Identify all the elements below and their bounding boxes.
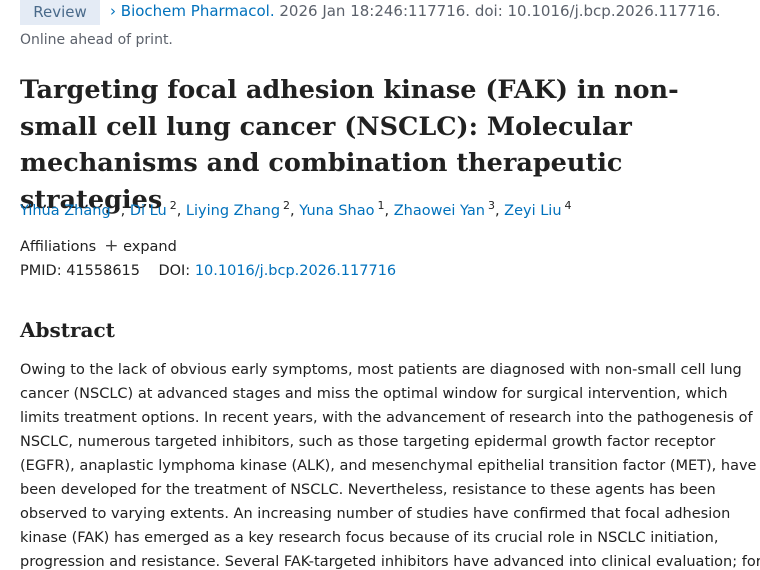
separator: , xyxy=(120,202,126,219)
affiliation-number: 2 xyxy=(169,199,177,212)
abstract-text: Owing to the lack of obvious early sympt… xyxy=(20,358,760,570)
pmid-label: PMID: xyxy=(20,263,62,279)
abstract-line: Owing to the lack of obvious early sympt… xyxy=(20,362,742,378)
abstract-line: progression and resistance. Several FAK-… xyxy=(20,554,760,570)
author-link[interactable]: Liying Zhang xyxy=(185,202,281,219)
citation-text: 2026 Jan 18:246:117716. doi: 10.1016/j.b… xyxy=(279,2,721,20)
separator: , xyxy=(176,202,182,219)
affiliation-number: 1 xyxy=(113,199,121,212)
author-link[interactable]: Yuna Shao xyxy=(299,202,375,219)
status: Online ahead of print. xyxy=(20,32,173,48)
affiliations-label: Affiliations xyxy=(20,239,97,255)
citation: › Biochem Pharmacol. 2026 Jan 18:246:117… xyxy=(110,2,721,20)
expand-button[interactable]: expand xyxy=(123,239,177,255)
abstract-line: NSCLC, numerous targeted inhibitors, suc… xyxy=(20,434,716,450)
type-badge: Review xyxy=(20,0,100,25)
pmid: 41558615 xyxy=(66,263,141,279)
abstract-line: cancer (NSCLC) at advanced stages and mi… xyxy=(20,386,728,402)
doi-label: DOI: xyxy=(158,263,191,279)
abstract-line: observed to varying extents. An increasi… xyxy=(20,506,731,522)
abstract-line: kinase (FAK) has emerged as a key resear… xyxy=(20,530,719,546)
author-link[interactable]: Zeyi Liu xyxy=(504,202,562,219)
abstract-line: (EGFR), anaplastic lymphoma kinase (ALK)… xyxy=(20,458,757,474)
affiliation-number: 3 xyxy=(487,199,495,212)
separator: , xyxy=(494,202,500,219)
separator: , xyxy=(384,202,390,219)
abstract-heading: Abstract xyxy=(20,318,115,342)
article-title: Targeting focal adhesion kinase (FAK) in… xyxy=(20,75,679,215)
separator: , xyxy=(290,202,295,219)
author-list: Yihua Zhang 1, Di Lu 2, Liying Zhang 2, Yun… xyxy=(20,199,572,219)
journal-link[interactable]: Biochem Pharmacol. xyxy=(120,2,275,20)
author-link[interactable]: Di Lu xyxy=(129,202,167,219)
abstract-line: limits treatment options. In recent year… xyxy=(20,410,753,426)
affiliation-number: 2 xyxy=(283,199,291,212)
identifiers: PMID: 41558615 DOI: 10.1016/j.bcp.2026.1… xyxy=(20,263,396,279)
author-link[interactable]: Zhaowei Yan xyxy=(393,202,485,219)
abstract-line: been developed for the treatment of NSCL… xyxy=(20,482,716,498)
affiliations: Affiliations + expand xyxy=(20,236,177,256)
doi-link[interactable]: 10.1016/j.bcp.2026.117716 xyxy=(194,263,397,279)
author-link[interactable]: Yihua Zhang xyxy=(20,202,111,219)
affiliation-number: 1 xyxy=(377,199,385,212)
affiliation-number: 4 xyxy=(564,199,572,212)
